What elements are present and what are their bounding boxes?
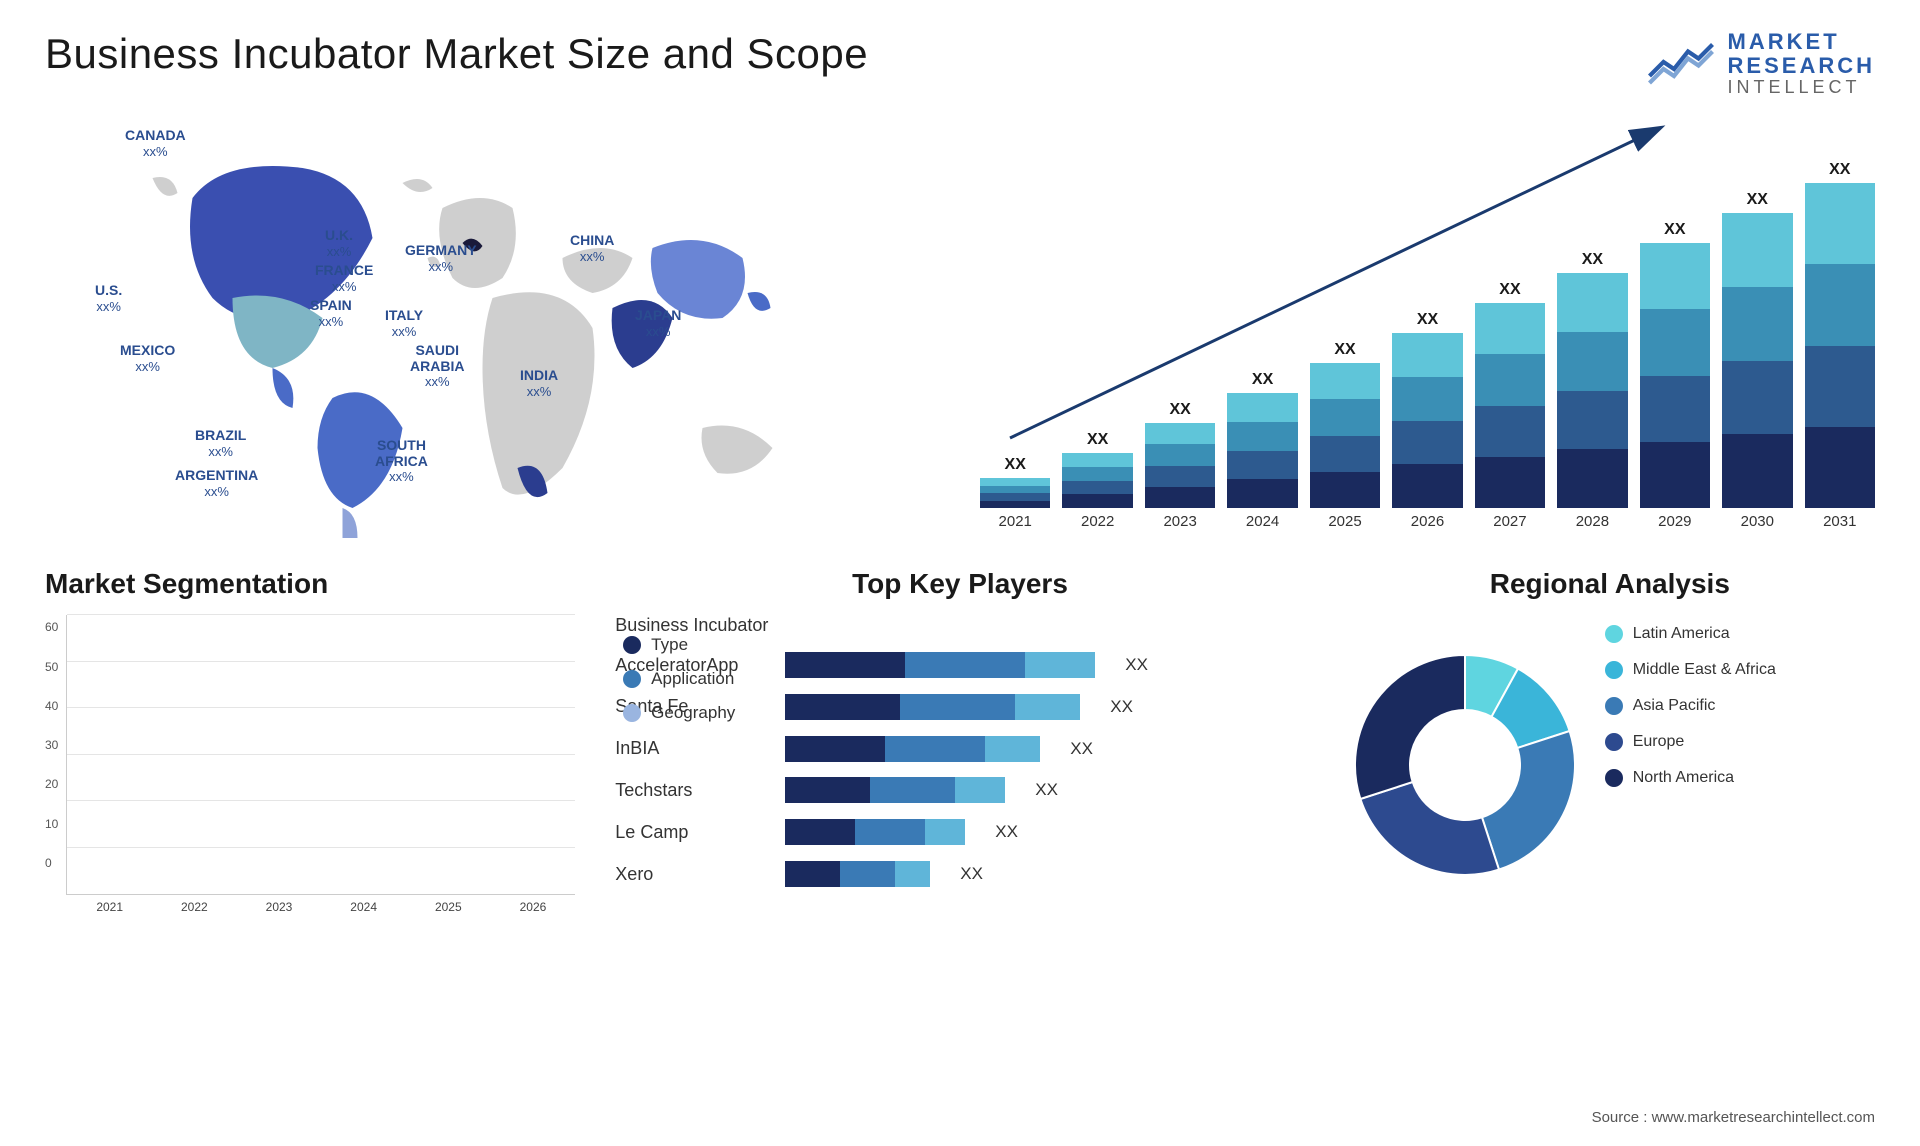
regional-panel: Regional Analysis Latin America Middle Ea… — [1345, 568, 1875, 895]
trend-year-label: 2029 — [1658, 513, 1691, 530]
logo-icon — [1646, 37, 1716, 92]
seg-ytick: 30 — [45, 738, 58, 752]
player-name: Xero — [615, 864, 770, 885]
seg-legend-geography: Geography — [623, 703, 735, 723]
players-title: Top Key Players — [615, 568, 1304, 600]
trend-bar-2022: XX2022 — [1062, 431, 1132, 508]
seg-year-label: 2021 — [96, 900, 123, 914]
regional-title: Regional Analysis — [1345, 568, 1875, 600]
player-value-label: XX — [1125, 655, 1148, 675]
trend-value-label: XX — [1334, 341, 1355, 359]
player-name: Techstars — [615, 780, 770, 801]
segmentation-title: Market Segmentation — [45, 568, 575, 600]
map-label-france: FRANCExx% — [315, 263, 373, 294]
trend-bar-2026: XX2026 — [1392, 311, 1462, 508]
map-label-brazil: BRAZILxx% — [195, 428, 246, 459]
seg-ytick: 50 — [45, 660, 58, 674]
trend-year-label: 2023 — [1163, 513, 1196, 530]
regional-legend-north-america: North America — [1605, 769, 1776, 787]
map-label-argentina: ARGENTINAxx% — [175, 468, 258, 499]
player-name: Le Camp — [615, 822, 770, 843]
trend-value-label: XX — [1664, 221, 1685, 239]
map-label-spain: SPAINxx% — [310, 298, 352, 329]
player-row-le-camp: Le Camp XX — [615, 819, 1304, 845]
map-label-canada: CANADAxx% — [125, 128, 186, 159]
trend-bar-2028: XX2028 — [1557, 251, 1627, 508]
regional-legend-middle-east-africa: Middle East & Africa — [1605, 661, 1776, 679]
source-attribution: Source : www.marketresearchintellect.com — [1592, 1109, 1875, 1126]
regional-legend-latin-america: Latin America — [1605, 625, 1776, 643]
player-value-label: XX — [1035, 780, 1058, 800]
map-label-mexico: MEXICOxx% — [120, 343, 175, 374]
seg-legend-application: Application — [623, 669, 735, 689]
trend-value-label: XX — [1005, 456, 1026, 474]
map-label-south-africa: SOUTHAFRICAxx% — [375, 438, 428, 484]
seg-year-label: 2023 — [266, 900, 293, 914]
trend-year-label: 2027 — [1493, 513, 1526, 530]
world-map-section: CANADAxx% U.S.xx% MEXICOxx% BRAZILxx% ARGENT… — [45, 118, 940, 538]
trend-value-label: XX — [1499, 281, 1520, 299]
trend-year-label: 2031 — [1823, 513, 1856, 530]
player-row-xero: Xero XX — [615, 861, 1304, 887]
trend-value-label: XX — [1087, 431, 1108, 449]
trend-value-label: XX — [1169, 401, 1190, 419]
trend-bar-2029: XX2029 — [1640, 221, 1710, 508]
map-label-u-s-: U.S.xx% — [95, 283, 122, 314]
map-label-germany: GERMANYxx% — [405, 243, 477, 274]
trend-bar-2021: XX2021 — [980, 456, 1050, 508]
trend-bar-2023: XX2023 — [1145, 401, 1215, 508]
seg-ytick: 60 — [45, 620, 58, 634]
trend-value-label: XX — [1252, 371, 1273, 389]
players-header: Business Incubator — [615, 615, 1304, 636]
seg-ytick: 0 — [45, 856, 58, 870]
trend-bar-2025: XX2025 — [1310, 341, 1380, 508]
map-label-saudi-arabia: SAUDIARABIAxx% — [410, 343, 464, 389]
seg-year-label: 2025 — [435, 900, 462, 914]
player-value-label: XX — [995, 822, 1018, 842]
trend-year-label: 2024 — [1246, 513, 1279, 530]
seg-ytick: 10 — [45, 817, 58, 831]
trend-value-label: XX — [1829, 161, 1850, 179]
trend-year-label: 2021 — [999, 513, 1032, 530]
trend-value-label: XX — [1582, 251, 1603, 269]
map-label-japan: JAPANxx% — [635, 308, 681, 339]
player-value-label: XX — [960, 864, 983, 884]
trend-year-label: 2026 — [1411, 513, 1444, 530]
trend-bar-2030: XX2030 — [1722, 191, 1792, 508]
trend-bar-2031: XX2031 — [1805, 161, 1875, 508]
map-label-china: CHINAxx% — [570, 233, 614, 264]
trend-year-label: 2022 — [1081, 513, 1114, 530]
seg-ytick: 40 — [45, 699, 58, 713]
regional-legend-europe: Europe — [1605, 733, 1776, 751]
segmentation-panel: Market Segmentation 6050403020100 202120… — [45, 568, 575, 895]
player-name: InBIA — [615, 738, 770, 759]
trend-bar-2024: XX2024 — [1227, 371, 1297, 508]
trend-year-label: 2030 — [1741, 513, 1774, 530]
map-label-italy: ITALYxx% — [385, 308, 423, 339]
map-label-india: INDIAxx% — [520, 368, 558, 399]
trend-year-label: 2025 — [1328, 513, 1361, 530]
seg-ytick: 20 — [45, 777, 58, 791]
map-label-u-k-: U.K.xx% — [325, 228, 353, 259]
seg-legend-type: Type — [623, 635, 735, 655]
trend-value-label: XX — [1747, 191, 1768, 209]
player-value-label: XX — [1110, 697, 1133, 717]
seg-year-label: 2024 — [350, 900, 377, 914]
player-value-label: XX — [1070, 739, 1093, 759]
trend-bar-2027: XX2027 — [1475, 281, 1545, 508]
brand-logo: MARKET RESEARCH INTELLECT — [1646, 30, 1875, 98]
player-row-techstars: Techstars XX — [615, 777, 1304, 803]
regional-legend-asia-pacific: Asia Pacific — [1605, 697, 1776, 715]
trend-year-label: 2028 — [1576, 513, 1609, 530]
trend-chart-section: XX2021XX2022XX2023XX2024XX2025XX2026XX20… — [980, 118, 1875, 538]
seg-year-label: 2022 — [181, 900, 208, 914]
seg-year-label: 2026 — [520, 900, 547, 914]
trend-value-label: XX — [1417, 311, 1438, 329]
logo-line3: INTELLECT — [1728, 78, 1875, 98]
regional-donut-chart — [1345, 645, 1585, 885]
player-row-inbia: InBIA XX — [615, 736, 1304, 762]
logo-line1: MARKET — [1728, 30, 1875, 54]
logo-line2: RESEARCH — [1728, 54, 1875, 78]
page-title: Business Incubator Market Size and Scope — [45, 30, 868, 78]
